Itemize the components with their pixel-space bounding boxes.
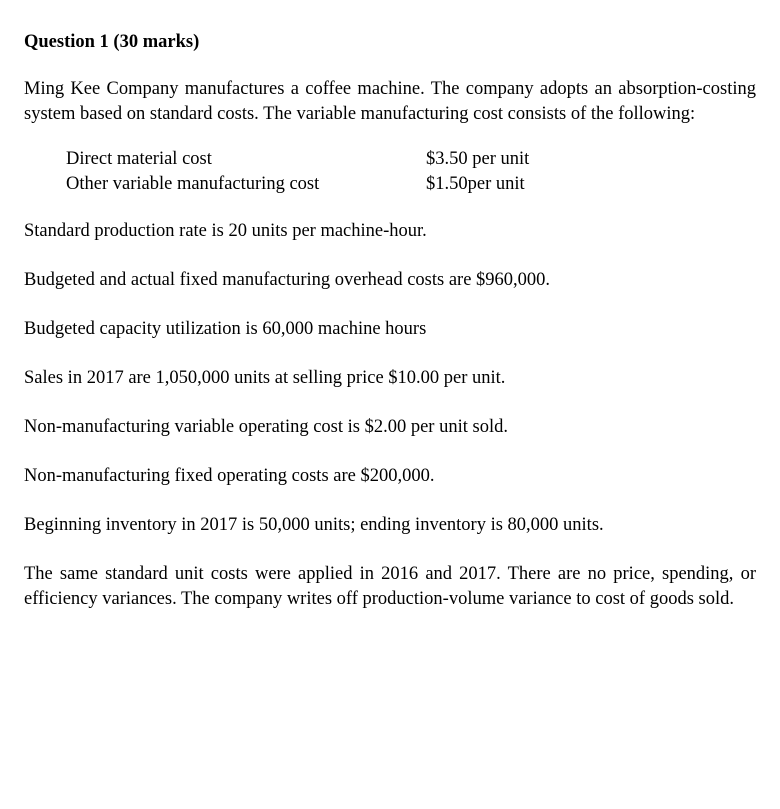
other-variable-value: $1.50per unit	[426, 172, 626, 197]
question-title: Question 1 (30 marks)	[24, 30, 756, 55]
statement-nonmfg-variable: Non-manufacturing variable operating cos…	[24, 415, 756, 440]
statement-capacity: Budgeted capacity utilization is 60,000 …	[24, 317, 756, 342]
other-variable-label: Other variable manufacturing cost	[66, 172, 426, 197]
statement-sales: Sales in 2017 are 1,050,000 units at sel…	[24, 366, 756, 391]
direct-material-label: Direct material cost	[66, 147, 426, 172]
statement-production-rate: Standard production rate is 20 units per…	[24, 219, 756, 244]
table-row: Other variable manufacturing cost $1.50p…	[66, 172, 756, 197]
cost-table: Direct material cost $3.50 per unit Othe…	[66, 147, 756, 197]
statement-nonmfg-fixed: Non-manufacturing fixed operating costs …	[24, 464, 756, 489]
table-row: Direct material cost $3.50 per unit	[66, 147, 756, 172]
statement-inventory: Beginning inventory in 2017 is 50,000 un…	[24, 513, 756, 538]
direct-material-value: $3.50 per unit	[426, 147, 626, 172]
intro-paragraph: Ming Kee Company manufactures a coffee m…	[24, 77, 756, 127]
statement-fixed-overhead: Budgeted and actual fixed manufacturing …	[24, 268, 756, 293]
question-page: Question 1 (30 marks) Ming Kee Company m…	[0, 0, 780, 809]
statement-variances: The same standard unit costs were applie…	[24, 562, 756, 612]
